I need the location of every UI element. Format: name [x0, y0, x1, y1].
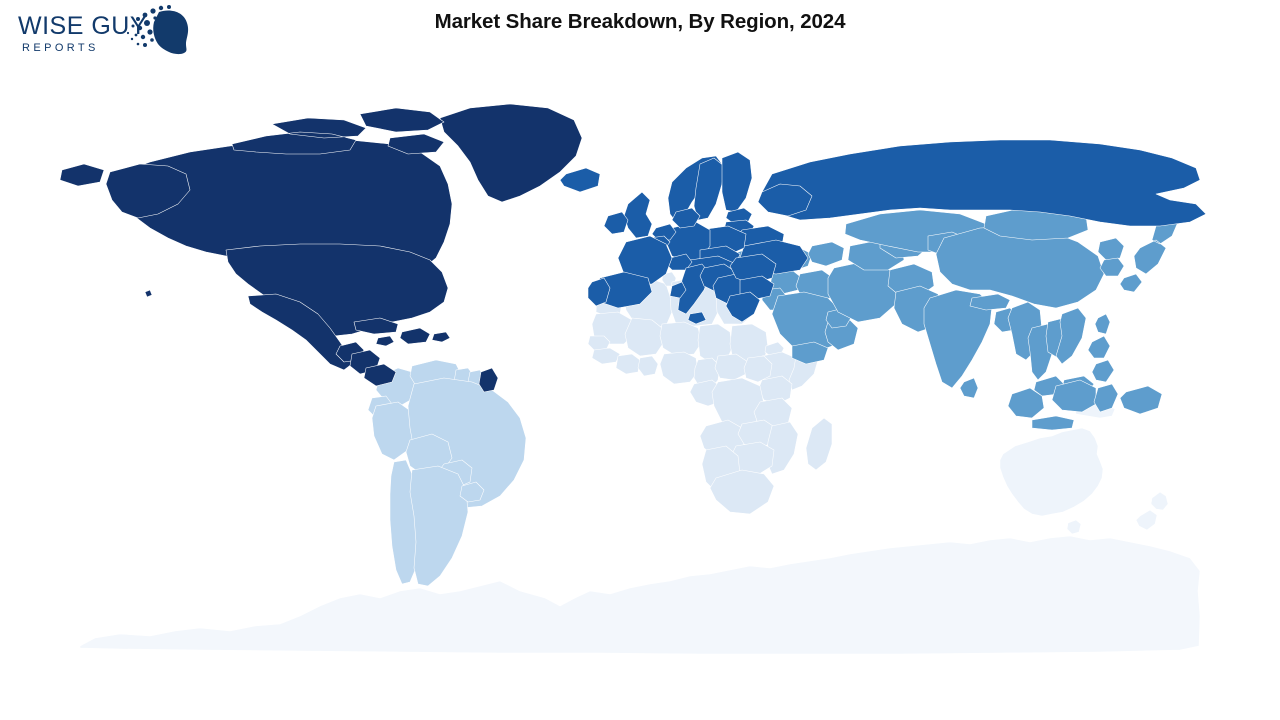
- country-hispaniola[interactable]: [400, 328, 430, 344]
- country-indonesia-sumatra[interactable]: [1008, 388, 1044, 418]
- head-silhouette-dots-icon: [126, 5, 189, 55]
- country-saudi-arabia[interactable]: [772, 292, 844, 354]
- country-new-zealand-south[interactable]: [1136, 510, 1157, 530]
- country-philippines[interactable]: [1088, 336, 1114, 382]
- country-tasmania[interactable]: [1067, 520, 1081, 534]
- page-header: WISE GUY REPORTS: [0, 0, 1280, 62]
- country-sicily-sardinia[interactable]: [670, 282, 706, 324]
- region-oceania[interactable]: [1000, 402, 1168, 534]
- country-nepal-bhutan[interactable]: [970, 294, 1010, 310]
- logo-wordmark-primary: WISE GUY: [18, 12, 147, 40]
- country-mali[interactable]: [625, 318, 664, 356]
- country-ghana[interactable]: [638, 356, 658, 376]
- country-mexico[interactable]: [248, 294, 352, 370]
- country-denmark[interactable]: [672, 208, 700, 228]
- country-indonesia-java[interactable]: [1032, 416, 1074, 430]
- wise-guy-reports-logo[interactable]: WISE GUY REPORTS: [14, 4, 200, 60]
- country-cuba[interactable]: [354, 318, 398, 334]
- country-indonesia-papua[interactable]: [1120, 386, 1162, 414]
- country-indonesia-borneo[interactable]: [1052, 380, 1096, 412]
- country-guinea[interactable]: [592, 348, 620, 364]
- country-niger[interactable]: [660, 322, 702, 356]
- country-south-korea[interactable]: [1100, 258, 1124, 276]
- country-argentina[interactable]: [410, 466, 468, 586]
- country-france[interactable]: [618, 236, 672, 284]
- region-europe[interactable]: [560, 140, 1206, 324]
- logo-svg: WISE GUY REPORTS: [18, 5, 189, 55]
- region-south-america[interactable]: [368, 360, 526, 586]
- world-map-svg[interactable]: [0, 46, 1280, 720]
- country-madagascar[interactable]: [806, 418, 832, 470]
- country-south-sudan[interactable]: [744, 356, 772, 382]
- country-russia-kaliningrad-west[interactable]: [758, 184, 812, 216]
- country-ivory-coast[interactable]: [616, 354, 640, 374]
- world-choropleth-map[interactable]: [0, 46, 1280, 720]
- country-georgia-armenia-azerbaijan[interactable]: [808, 242, 844, 266]
- country-dr-congo[interactable]: [712, 378, 764, 428]
- country-alaska[interactable]: [106, 164, 190, 218]
- country-central-african-rep[interactable]: [715, 354, 748, 380]
- country-finland[interactable]: [722, 152, 752, 212]
- country-greenland[interactable]: [440, 104, 582, 202]
- country-indonesia-sulawesi[interactable]: [1094, 384, 1118, 412]
- country-japan[interactable]: [1120, 216, 1178, 292]
- region-asia-pacific[interactable]: [734, 208, 1178, 430]
- country-united-states[interactable]: [226, 244, 448, 336]
- country-canada-arctic-islands[interactable]: [232, 108, 444, 154]
- country-taiwan[interactable]: [1095, 314, 1110, 334]
- country-greece[interactable]: [726, 292, 760, 322]
- country-portugal[interactable]: [588, 278, 610, 306]
- country-vietnam[interactable]: [1056, 308, 1086, 364]
- country-costa-rica-panama[interactable]: [364, 364, 396, 386]
- country-russia[interactable]: [762, 140, 1206, 226]
- country-netherlands[interactable]: [652, 224, 676, 240]
- country-nigeria[interactable]: [660, 352, 698, 384]
- country-yemen[interactable]: [792, 342, 828, 364]
- country-jamaica-puerto-rico[interactable]: [376, 332, 450, 346]
- page-title: Market Share Breakdown, By Region, 2024: [434, 10, 846, 33]
- region-antarctica[interactable]: [80, 536, 1200, 654]
- country-alaska-aleutians[interactable]: [60, 164, 104, 186]
- country-ireland[interactable]: [604, 212, 628, 234]
- country-sri-lanka[interactable]: [960, 378, 978, 398]
- country-united-kingdom[interactable]: [624, 192, 652, 238]
- country-zambia[interactable]: [738, 420, 776, 448]
- country-french-guiana[interactable]: [479, 368, 498, 392]
- country-uruguay[interactable]: [460, 482, 484, 502]
- country-new-zealand-north[interactable]: [1151, 492, 1168, 510]
- country-australia[interactable]: [1000, 428, 1103, 516]
- country-antarctica[interactable]: [80, 536, 1200, 654]
- region-north-america[interactable]: [60, 104, 582, 392]
- country-north-korea[interactable]: [1098, 238, 1124, 260]
- country-peru[interactable]: [372, 402, 416, 460]
- country-iceland[interactable]: [560, 168, 600, 192]
- country-bermuda-dot[interactable]: [145, 290, 152, 297]
- country-sweden[interactable]: [694, 158, 724, 220]
- logo-wordmark-secondary: REPORTS: [22, 42, 99, 54]
- country-south-africa[interactable]: [710, 470, 774, 514]
